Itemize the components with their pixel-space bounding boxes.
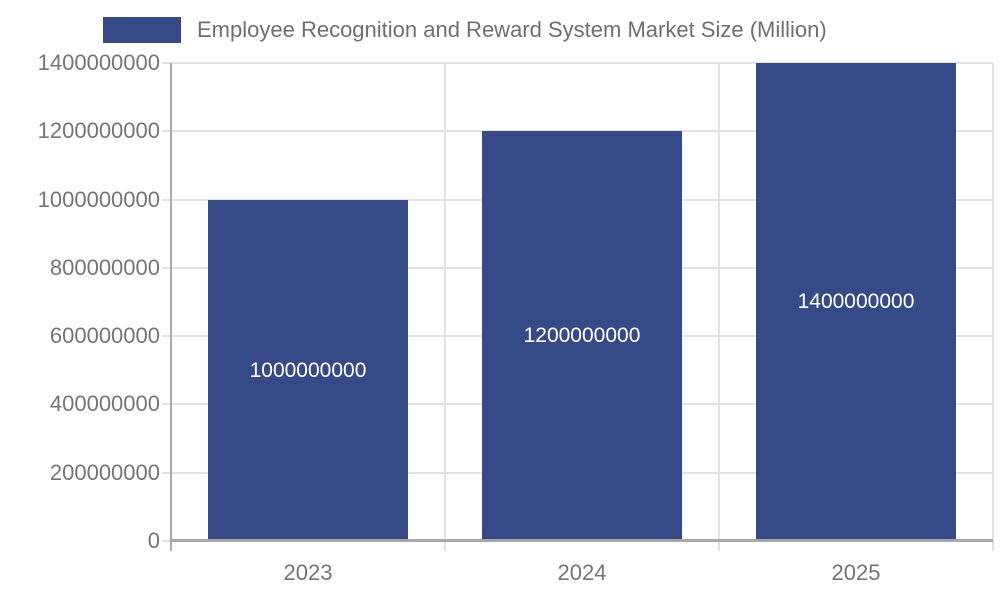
- y-axis-tick: [162, 335, 171, 338]
- gridline-vertical: [718, 63, 720, 551]
- y-axis-tick: [162, 62, 171, 64]
- y-axis-tick: [162, 198, 171, 201]
- y-axis-label: 1400000000: [37, 50, 160, 75]
- legend-swatch: [103, 17, 181, 43]
- y-axis-label: 1000000000: [37, 186, 160, 212]
- y-axis-label: 600000000: [49, 323, 160, 349]
- bar-value-label: 1400000000: [797, 290, 915, 313]
- y-axis-label: 800000000: [49, 254, 160, 280]
- x-axis-label: 2024: [557, 560, 607, 585]
- chart-legend: Employee Recognition and Reward System M…: [103, 17, 827, 43]
- gridline-vertical: [992, 63, 994, 551]
- x-axis-line: [171, 539, 993, 542]
- y-axis-tick: [162, 266, 171, 269]
- y-axis-label: 0: [147, 528, 160, 553]
- gridline-horizontal: [171, 62, 993, 64]
- y-axis-label: 400000000: [49, 391, 160, 417]
- bar-2024: [482, 131, 682, 541]
- y-axis-line: [170, 63, 172, 551]
- y-axis-tick: [162, 471, 171, 474]
- bar-value-label: 1000000000: [249, 358, 367, 382]
- y-axis-tick: [162, 540, 171, 542]
- legend-label: Employee Recognition and Reward System M…: [197, 17, 827, 42]
- x-axis-label: 2023: [283, 560, 333, 585]
- bar-2023: [208, 200, 408, 541]
- y-axis-label: 1200000000: [37, 118, 160, 144]
- y-axis-label: 200000000: [49, 459, 160, 485]
- y-axis-tick: [162, 130, 171, 133]
- y-axis-tick: [162, 403, 171, 406]
- x-axis-label: 2025: [831, 560, 881, 585]
- bar-value-label: 1200000000: [523, 324, 641, 347]
- gridline-vertical: [444, 63, 446, 551]
- bar-2025: [756, 63, 956, 541]
